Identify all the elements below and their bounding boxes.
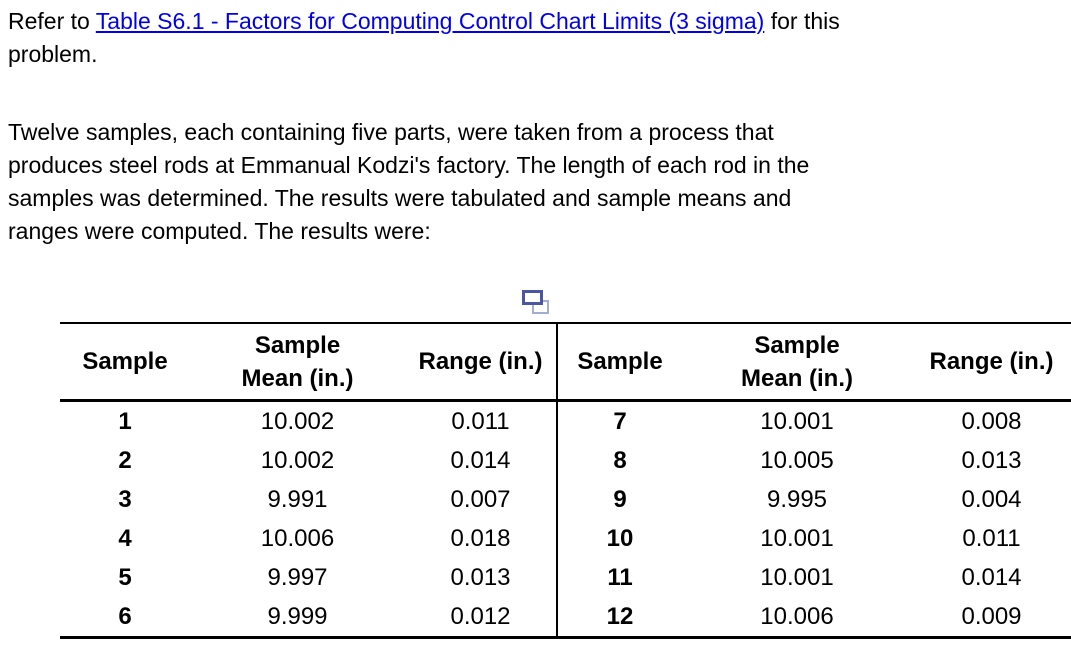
header-range-left: Range (in.) [405,323,558,402]
header-sample-right: Sample [557,323,682,402]
cell-mean: 10.001 [760,407,834,435]
table-row: 3 9.991 0.007 9 9.995 0.004 [60,480,1071,519]
cell-sample: 10 [606,524,634,552]
cell-sample: 8 [613,446,627,474]
reference-line2: problem. [8,41,98,67]
cell-sample: 7 [613,407,627,435]
cell-mean: 10.002 [260,446,335,474]
problem-line: samples was determined. The results were… [8,185,792,211]
cell-sample: 3 [118,485,132,513]
header-range-right: Range (in.) [912,323,1071,402]
problem-line: produces steel rods at Emmanual Kodzi's … [8,152,810,178]
header-sample-left: Sample [60,323,190,402]
cell-sample: 1 [118,407,132,435]
problem-line: ranges were computed. The results were: [8,218,431,244]
cell-sample: 5 [118,563,132,591]
cell-range: 0.014 [405,441,558,480]
cell-range: 0.014 [961,563,1022,591]
samples-table: Sample Sample Mean (in.) Range (in.) Sam… [60,322,1071,639]
cell-range: 0.012 [405,597,558,638]
table-row: 1 10.002 0.011 7 10.001 0.008 [60,400,1071,441]
header-mean-left: Sample Mean (in.) [190,323,405,402]
cell-range: 0.011 [962,524,1021,552]
popout-table-button[interactable] [522,290,552,317]
header-mean-right: Sample Mean (in.) [682,323,912,402]
cell-sample: 4 [118,524,132,552]
reference-after-link: for this [764,8,840,34]
table-header-row: Sample Sample Mean (in.) Range (in.) Sam… [60,323,1071,402]
cell-range: 0.013 [405,558,558,597]
cell-mean: 10.005 [760,446,834,474]
table-body: 1 10.002 0.011 7 10.001 0.008 2 10.002 0.014 8 10.… [60,400,1071,638]
cell-mean: 10.006 [260,524,335,552]
cell-range: 0.009 [961,602,1022,630]
table-row: 4 10.006 0.018 10 10.001 0.011 [60,519,1071,558]
cell-mean: 9.991 [267,485,328,513]
cell-mean: 10.006 [760,602,834,630]
cell-range: 0.011 [405,400,558,441]
cell-range: 0.013 [961,446,1022,474]
cell-mean: 9.997 [267,563,328,591]
cell-range: 0.018 [405,519,558,558]
cell-mean: 9.995 [766,485,828,513]
cell-range: 0.007 [405,480,558,519]
cell-sample: 12 [606,602,634,630]
cell-sample: 9 [613,485,627,513]
table-row: 2 10.002 0.014 8 10.005 0.013 [60,441,1071,480]
table-s61-link[interactable]: Table S6.1 - Factors for Computing Contr… [95,8,765,34]
reference-prefix: Refer to [8,8,96,34]
problem-statement: Twelve samples, each containing five par… [8,116,809,248]
cell-range: 0.004 [961,485,1022,513]
cell-mean: 10.001 [760,563,834,591]
cell-sample: 2 [118,446,132,474]
cell-mean: 10.001 [760,524,834,552]
popout-table-icon [522,290,543,305]
cell-sample: 6 [118,602,132,630]
cell-sample: 11 [607,563,633,591]
reference-line1: Refer to Table S6.1 - Factors for Comput… [8,5,840,38]
table-row: 6 9.999 0.012 12 10.006 0.009 [60,597,1071,638]
problem-line: Twelve samples, each containing five par… [8,119,774,145]
table-row: 5 9.997 0.013 11 10.001 0.014 [60,558,1071,597]
reference-paragraph: Refer to Table S6.1 - Factors for Comput… [8,5,840,71]
cell-mean: 9.999 [267,602,328,630]
cell-range: 0.008 [961,407,1022,435]
cell-mean: 10.002 [260,407,335,435]
